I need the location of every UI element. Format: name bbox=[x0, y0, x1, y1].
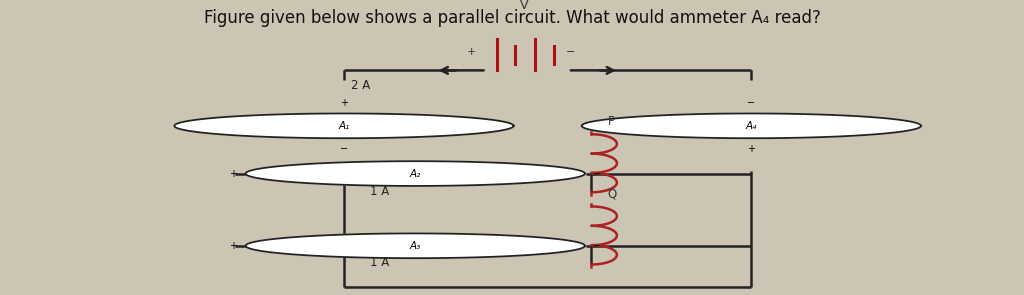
Polygon shape bbox=[246, 233, 585, 258]
Text: +: + bbox=[229, 168, 238, 178]
Text: V: V bbox=[520, 0, 528, 12]
Text: Q: Q bbox=[607, 187, 616, 200]
Text: A₁: A₁ bbox=[338, 121, 349, 131]
Text: Figure given below shows a parallel circuit. What would ammeter A₄ read?: Figure given below shows a parallel circ… bbox=[204, 9, 820, 27]
Text: A₃: A₃ bbox=[410, 241, 421, 251]
Text: 1 A: 1 A bbox=[370, 256, 389, 269]
Text: A₂: A₂ bbox=[410, 168, 421, 178]
Polygon shape bbox=[246, 161, 585, 186]
Text: +: + bbox=[229, 241, 238, 251]
Polygon shape bbox=[174, 114, 514, 138]
Text: −: − bbox=[593, 241, 601, 251]
Text: 2 A: 2 A bbox=[351, 79, 371, 92]
Text: 1 A: 1 A bbox=[370, 185, 389, 198]
Text: −: − bbox=[565, 47, 574, 57]
Text: −: − bbox=[340, 144, 348, 153]
Text: +: + bbox=[340, 98, 348, 108]
Text: A₄: A₄ bbox=[745, 121, 757, 131]
Text: −: − bbox=[748, 98, 756, 108]
Text: +: + bbox=[748, 144, 756, 153]
Polygon shape bbox=[582, 114, 921, 138]
Text: +: + bbox=[467, 47, 476, 57]
Text: −: − bbox=[593, 168, 601, 178]
Text: P: P bbox=[608, 115, 615, 128]
